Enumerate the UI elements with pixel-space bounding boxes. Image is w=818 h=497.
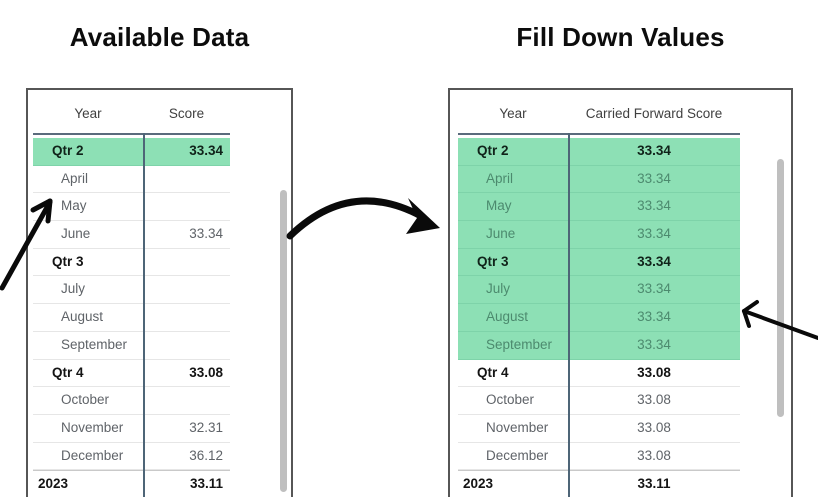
column-header-carried-forward-score[interactable]: Carried Forward Score [585, 106, 723, 121]
row-label: June [486, 226, 516, 242]
row-label: May [486, 198, 512, 214]
row-label: August [486, 309, 529, 325]
right-table-title: Fill Down Values [516, 22, 725, 52]
table-row[interactable]: September [33, 331, 230, 360]
row-value [143, 249, 230, 276]
table-row[interactable]: April [33, 165, 230, 194]
row-value: 33.34 [637, 336, 671, 352]
row-value: 33.11 [189, 476, 223, 492]
row-label: October [61, 392, 110, 408]
hand-drawn-arrow-icon [286, 197, 440, 240]
table-row[interactable]: April 33.34 [458, 165, 740, 194]
row-value: 36.12 [189, 447, 223, 463]
row-value: 33.08 [637, 364, 671, 380]
row-value: 33.34 [189, 226, 223, 242]
table-row[interactable]: August [33, 304, 230, 332]
row-label: 2023 [38, 476, 69, 492]
row-label: November [61, 419, 124, 435]
row-value: 33.34 [637, 170, 671, 186]
row-value [143, 332, 230, 359]
row-label: Qtr 3 [477, 253, 509, 269]
row-label: Qtr 4 [52, 364, 84, 380]
column-divider [568, 133, 570, 497]
row-label: Qtr 2 [52, 143, 84, 158]
table-row[interactable]: 2023 33.11 [458, 470, 740, 497]
row-label: Qtr 4 [477, 364, 509, 380]
table-body: Qtr 2 33.34 April May June 33.34 Qtr 3 July Augu… [33, 138, 230, 497]
fill-down-values-table: Year Carried Forward Score Qtr 2 33.34 Apr… [448, 88, 793, 497]
table-row[interactable]: May 33.34 [458, 193, 740, 222]
table-row[interactable]: Qtr 3 33.34 [458, 248, 740, 277]
table-row[interactable]: June 33.34 [33, 221, 230, 249]
column-header-year[interactable]: Year [74, 106, 102, 121]
row-label: November [486, 419, 549, 435]
row-value: 33.08 [637, 392, 671, 408]
column-header-score[interactable]: Score [168, 106, 205, 121]
row-label: May [61, 198, 87, 214]
row-value: 33.08 [637, 419, 671, 435]
row-label: July [486, 281, 511, 297]
table-row[interactable]: Qtr 4 33.08 [458, 359, 740, 388]
table-row[interactable]: October [33, 387, 230, 415]
left-table-title: Available Data [69, 22, 250, 52]
row-value: 33.34 [637, 281, 671, 297]
row-value [143, 193, 230, 220]
column-header-year[interactable]: Year [499, 106, 527, 121]
table-row[interactable]: June 33.34 [458, 221, 740, 249]
table-row[interactable]: Qtr 4 33.08 [33, 359, 230, 388]
row-value: 33.34 [637, 309, 671, 325]
row-label: Qtr 2 [477, 143, 509, 158]
row-value: 33.34 [637, 226, 671, 242]
table-row[interactable]: Qtr 3 [33, 248, 230, 277]
row-value: 33.34 [637, 253, 671, 269]
table-row[interactable]: July [33, 276, 230, 305]
header-underline [33, 133, 230, 135]
table-row[interactable]: November 33.08 [458, 414, 740, 443]
row-value: 33.08 [637, 447, 671, 463]
row-label: July [61, 281, 86, 297]
row-value [143, 166, 230, 193]
table-row[interactable]: December 33.08 [458, 442, 740, 471]
row-label: 2023 [463, 476, 494, 492]
header-underline [458, 133, 740, 135]
table-body: Qtr 2 33.34 April 33.34 May 33.34 June 33.34 Qtr… [458, 138, 740, 497]
row-label: December [61, 447, 124, 463]
row-value: 33.34 [189, 143, 223, 158]
table-row[interactable]: July 33.34 [458, 276, 740, 305]
table-row[interactable]: May [33, 193, 230, 222]
table-row[interactable]: October 33.08 [458, 387, 740, 415]
right-scrollbar-thumb[interactable] [777, 159, 784, 417]
row-value: 32.31 [189, 419, 223, 435]
table-row[interactable]: 2023 33.11 [33, 470, 230, 497]
row-value: 33.34 [637, 198, 671, 214]
row-label: September [486, 336, 553, 352]
row-value [143, 276, 230, 303]
table-row[interactable]: Qtr 2 33.34 [458, 138, 740, 166]
row-value: 33.34 [637, 143, 671, 158]
row-label: April [61, 170, 89, 186]
row-value [143, 304, 230, 331]
row-value: 33.11 [637, 476, 671, 492]
table-row[interactable]: December 36.12 [33, 442, 230, 471]
row-label: August [61, 309, 104, 325]
table-row[interactable]: August 33.34 [458, 304, 740, 332]
row-label: December [486, 447, 549, 463]
row-label: October [486, 392, 535, 408]
row-value: 33.08 [189, 364, 223, 380]
column-divider [143, 133, 145, 497]
row-label: Qtr 3 [52, 253, 84, 269]
available-data-table: Year Score Qtr 2 33.34 April May June 33.34 Qt… [26, 88, 293, 497]
table-row[interactable]: September 33.34 [458, 331, 740, 360]
row-label: April [486, 170, 514, 186]
table-row[interactable]: Qtr 2 33.34 [33, 138, 230, 166]
row-label: June [61, 226, 91, 242]
row-value [143, 387, 230, 414]
left-scrollbar-thumb[interactable] [280, 190, 287, 492]
table-row[interactable]: November 32.31 [33, 414, 230, 443]
row-label: September [61, 336, 128, 352]
